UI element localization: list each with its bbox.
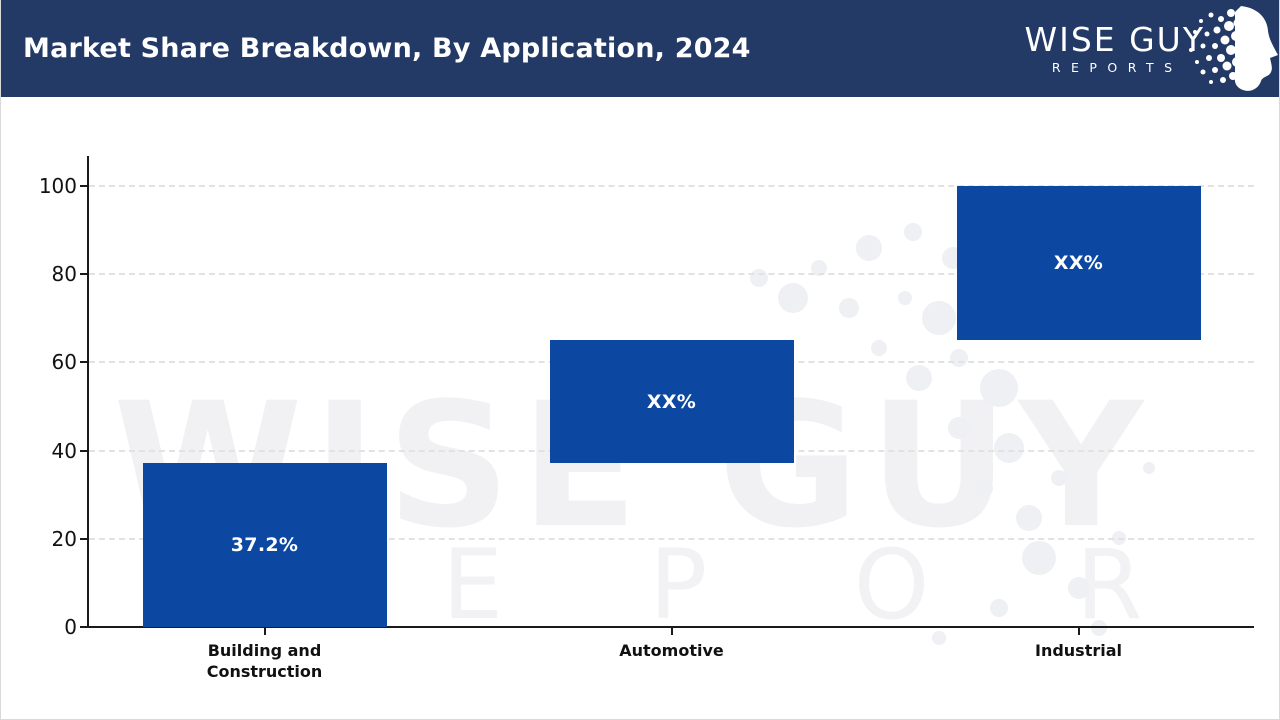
y-tick-40 (80, 449, 87, 452)
logo-text: WISE GUY REPORTS (1024, 19, 1205, 75)
logo-wordmark: WISE GUY (1024, 19, 1205, 59)
x-tick-2 (1077, 628, 1080, 635)
page-title: Market Share Breakdown, By Application, … (23, 33, 751, 64)
header-bar: Market Share Breakdown, By Application, … (1, 0, 1279, 97)
bar-building-and-construction: 37.2% (142, 462, 387, 627)
x-tick-1 (670, 628, 673, 635)
x-tick-0 (263, 628, 266, 635)
wise-guy-reports-logo: WISE GUY REPORTS (1024, 0, 1279, 97)
chart-canvas: WISE GUY R E P O R T S 020406080100Build… (1, 97, 1279, 719)
bar-industrial: XX% (956, 186, 1201, 341)
y-tick-label-80: 80 (51, 262, 77, 287)
bars-layer: 37.2% XX% XX% (1, 97, 1279, 719)
gridline-y-80 (89, 273, 1254, 276)
y-tick-0 (80, 626, 87, 628)
y-tick-label-60: 60 (51, 350, 77, 375)
x-tick-label-1: Automotive (619, 641, 724, 660)
bar-value-label-automotive: XX% (646, 390, 697, 413)
x-tick-label-0: Building and Construction (206, 641, 323, 681)
bar-value-label-building-and-construction: 37.2% (230, 533, 299, 556)
x-tick-label-2: Industrial (1034, 641, 1122, 660)
y-tick-60 (80, 361, 87, 364)
gridline-y-100 (89, 185, 1254, 187)
y-tick-20 (80, 537, 87, 540)
y-tick-label-0: 0 (64, 615, 77, 639)
logo-subtitle: REPORTS (1051, 59, 1183, 75)
y-tick-100 (80, 185, 87, 187)
x-axis-line (87, 626, 1254, 628)
bar-automotive: XX% (549, 340, 794, 463)
y-tick-80 (80, 273, 87, 276)
y-axis-line (87, 156, 89, 628)
gridline-y-20 (89, 537, 1254, 540)
y-tick-label-100: 100 (38, 174, 77, 198)
y-tick-label-40: 40 (51, 438, 77, 463)
bar-value-label-industrial: XX% (1053, 252, 1104, 275)
y-tick-label-20: 20 (51, 526, 77, 551)
head-profile-dots-icon (1189, 5, 1278, 91)
